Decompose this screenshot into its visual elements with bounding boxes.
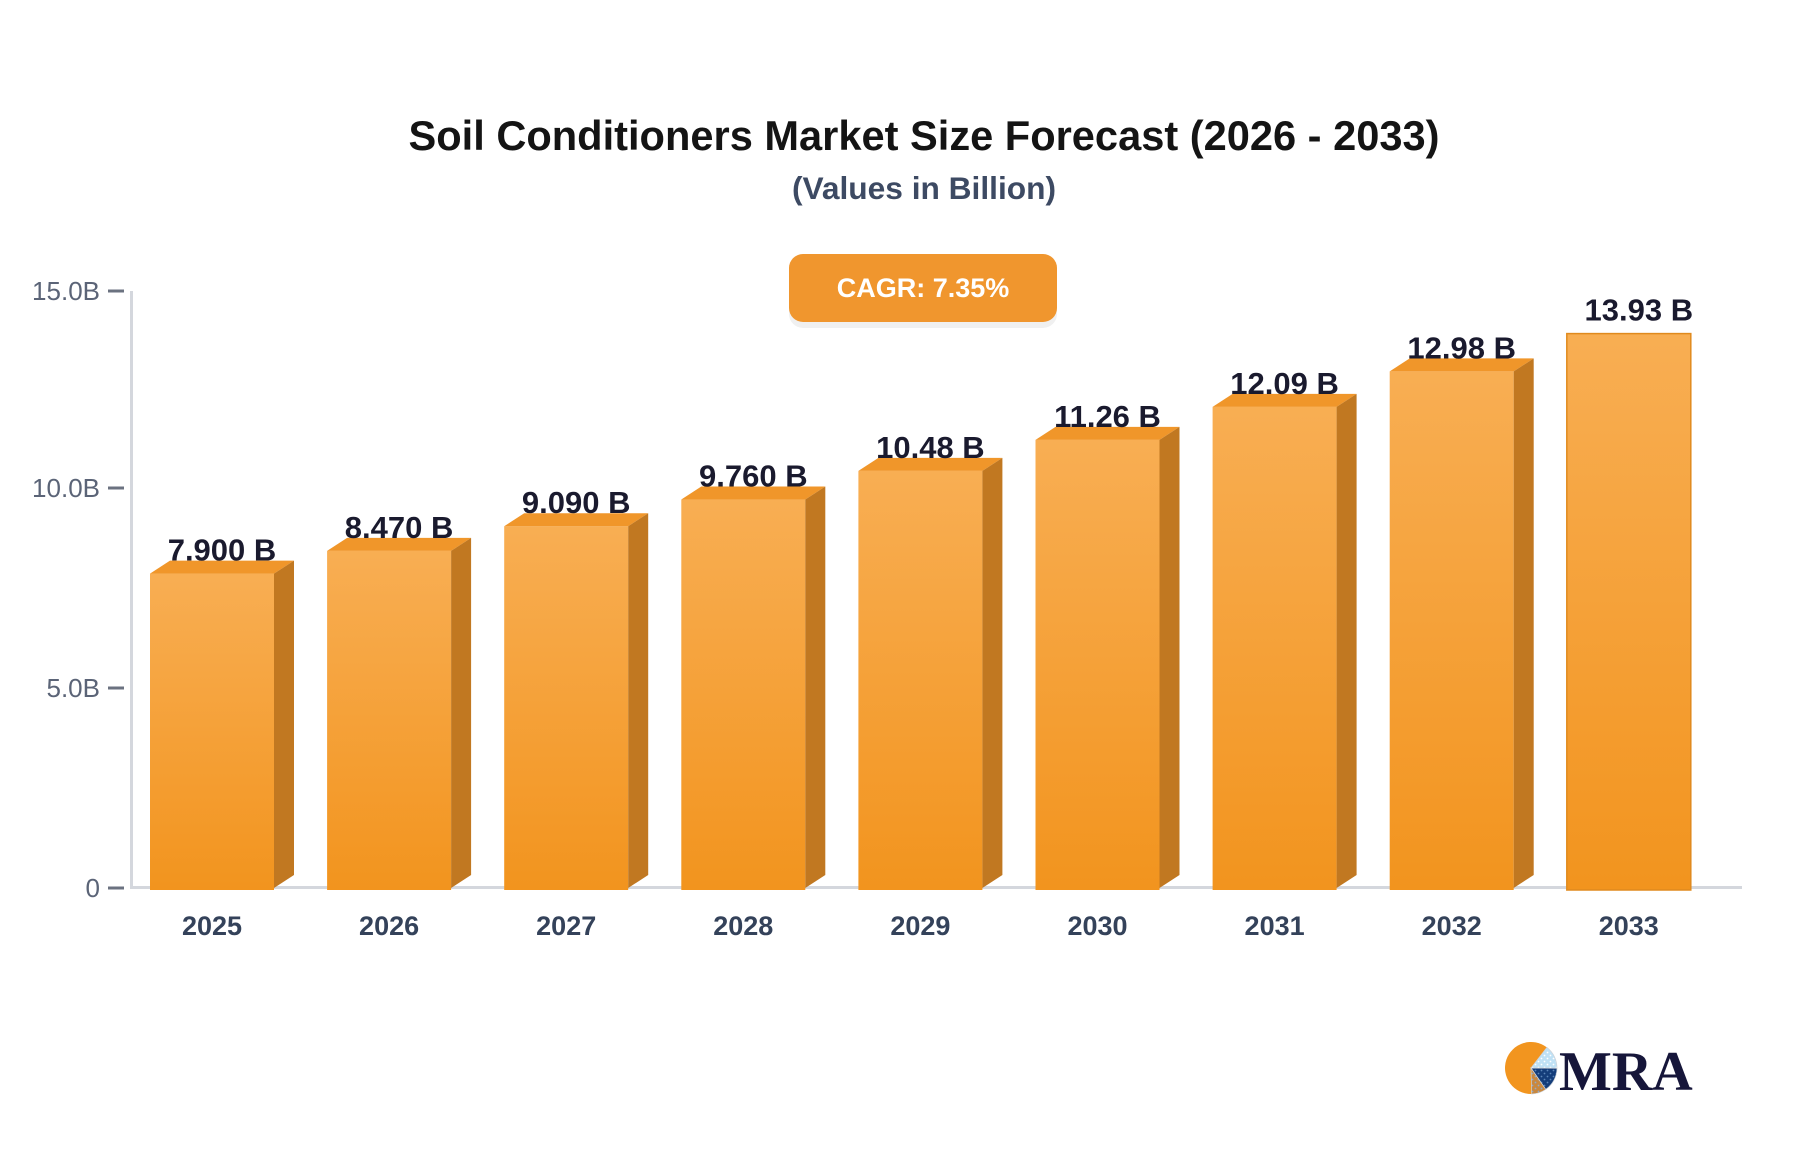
svg-text:10.0B: 10.0B <box>32 473 100 503</box>
svg-text:0: 0 <box>86 873 100 903</box>
svg-text:2031: 2031 <box>1245 911 1305 941</box>
svg-text:10.48 B: 10.48 B <box>876 430 985 465</box>
svg-text:12.09 B: 12.09 B <box>1230 366 1339 401</box>
svg-text:MRA: MRA <box>1559 1041 1693 1103</box>
svg-text:13.93 B: 13.93 B <box>1585 293 1694 328</box>
svg-text:9.090 B: 9.090 B <box>522 485 631 520</box>
svg-text:2033: 2033 <box>1599 911 1659 941</box>
svg-text:5.0B: 5.0B <box>47 673 101 703</box>
svg-text:15.0B: 15.0B <box>32 276 100 306</box>
svg-text:2026: 2026 <box>359 911 419 941</box>
svg-text:2025: 2025 <box>182 911 242 941</box>
svg-text:2030: 2030 <box>1067 911 1127 941</box>
svg-text:7.900 B: 7.900 B <box>168 533 277 568</box>
svg-text:8.470 B: 8.470 B <box>345 510 454 545</box>
svg-text:12.98 B: 12.98 B <box>1407 330 1516 365</box>
svg-text:2027: 2027 <box>536 911 596 941</box>
svg-text:9.760 B: 9.760 B <box>699 459 808 494</box>
svg-text:2032: 2032 <box>1422 911 1482 941</box>
svg-text:2028: 2028 <box>713 911 773 941</box>
svg-text:2029: 2029 <box>890 911 950 941</box>
svg-text:11.26 B: 11.26 B <box>1054 399 1161 434</box>
